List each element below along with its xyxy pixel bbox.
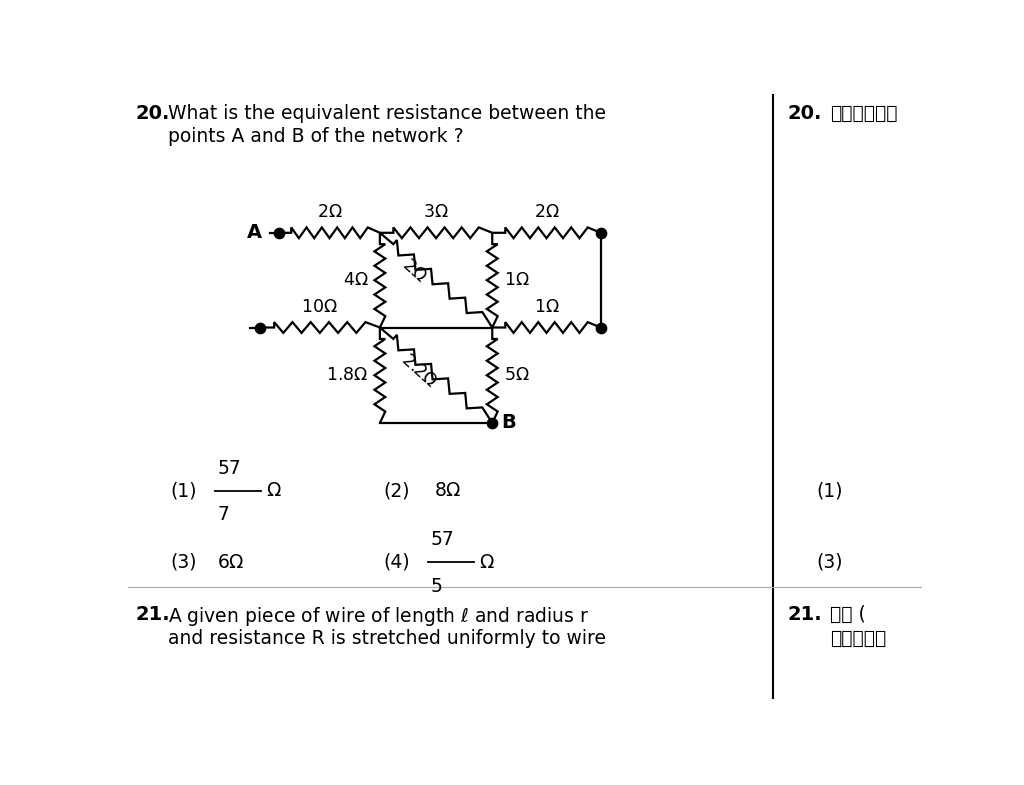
Text: B: B — [502, 414, 516, 433]
Text: 2$\Omega$: 2$\Omega$ — [316, 203, 342, 221]
Text: 2.2$\Omega$: 2.2$\Omega$ — [397, 350, 440, 391]
Text: (2): (2) — [384, 481, 411, 500]
Text: 1$\Omega$: 1$\Omega$ — [504, 271, 529, 289]
Text: 20.: 20. — [787, 104, 821, 123]
Text: (1): (1) — [816, 481, 843, 500]
Text: (3): (3) — [816, 553, 843, 571]
Text: 7: 7 — [217, 506, 229, 524]
Text: बिन्दु: बिन्दु — [829, 104, 897, 123]
Point — [271, 227, 288, 239]
Text: एक (: एक ( — [829, 604, 865, 624]
Text: (3): (3) — [171, 553, 198, 571]
Text: 8$\Omega$: 8$\Omega$ — [434, 481, 462, 500]
Text: 21.: 21. — [136, 604, 170, 624]
Text: 1$\Omega$: 1$\Omega$ — [534, 298, 559, 316]
Text: $\Omega$: $\Omega$ — [266, 481, 282, 500]
Text: 21.: 21. — [787, 604, 822, 624]
Text: 3$\Omega$: 3$\Omega$ — [423, 203, 449, 221]
Text: 5$\Omega$: 5$\Omega$ — [504, 367, 529, 384]
Text: 6$\Omega$: 6$\Omega$ — [217, 553, 245, 571]
Text: What is the equivalent resistance between the: What is the equivalent resistance betwee… — [168, 104, 606, 123]
Point — [593, 227, 609, 239]
Text: and resistance R is stretched uniformly to wire: and resistance R is stretched uniformly … — [168, 630, 606, 648]
Text: 2$\Omega$: 2$\Omega$ — [398, 255, 430, 286]
Text: 10$\Omega$: 10$\Omega$ — [301, 298, 338, 316]
Text: 20.: 20. — [136, 104, 170, 123]
Text: 2$\Omega$: 2$\Omega$ — [534, 203, 559, 221]
Text: 1.8$\Omega$: 1.8$\Omega$ — [327, 367, 369, 384]
Text: 4$\Omega$: 4$\Omega$ — [343, 271, 369, 289]
Point — [593, 321, 609, 334]
Text: खींचा: खींचा — [829, 630, 886, 648]
Text: A: A — [247, 223, 262, 243]
Text: A given piece of wire of length $\ell$ and radius r: A given piece of wire of length $\ell$ a… — [168, 604, 589, 628]
Text: 57: 57 — [430, 531, 454, 550]
Text: 5: 5 — [430, 577, 442, 596]
Point — [484, 417, 501, 429]
Text: (4): (4) — [384, 553, 411, 571]
Text: 57: 57 — [217, 458, 241, 477]
Text: $\Omega$: $\Omega$ — [479, 553, 495, 571]
Text: points A and B of the network ?: points A and B of the network ? — [168, 127, 464, 146]
Text: (1): (1) — [171, 481, 198, 500]
Point — [252, 321, 268, 334]
